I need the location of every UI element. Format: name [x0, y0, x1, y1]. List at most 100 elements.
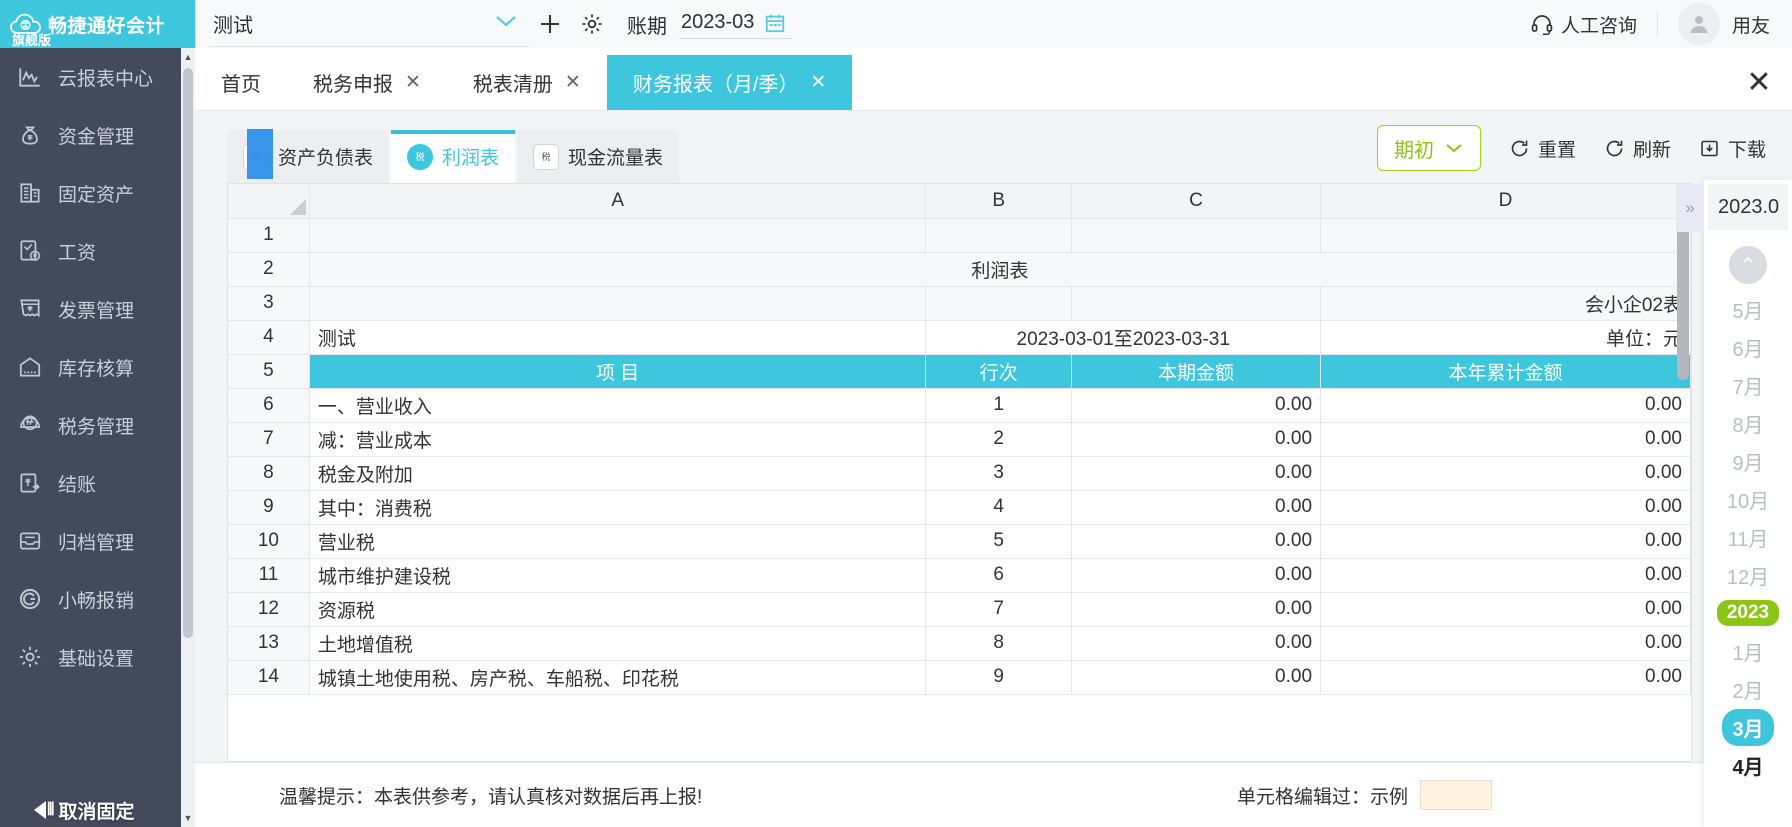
sidebar-item-9[interactable]: 小畅报销	[0, 570, 195, 628]
period-month-5[interactable]: 10月	[1704, 480, 1792, 518]
line-number-cell[interactable]: 2	[925, 422, 1072, 457]
calendar-icon[interactable]	[764, 12, 786, 34]
grid-row[interactable]: 3 会小企02表	[228, 286, 1691, 321]
grid-row[interactable]: 10 营业税 5 0.00 0.00	[228, 524, 1691, 559]
cell-b[interactable]	[925, 218, 1072, 253]
plus-icon[interactable]	[529, 3, 571, 45]
report-subtab-2[interactable]: 税现金流量表	[517, 130, 680, 183]
period-month-12[interactable]: 4月	[1704, 746, 1792, 784]
line-number-cell[interactable]: 9	[925, 660, 1072, 695]
line-number-cell[interactable]: 3	[925, 456, 1072, 491]
grid-row[interactable]: 14 城镇土地使用税、房产税、车船税、印花税 9 0.00 0.00	[228, 660, 1691, 695]
row-header[interactable]: 7	[228, 422, 310, 457]
row-header[interactable]: 3	[228, 286, 310, 321]
ytd-amount-cell[interactable]: 0.00	[1320, 456, 1691, 491]
period-dropdown-button[interactable]: 期初	[1376, 125, 1481, 171]
item-name-cell[interactable]: 土地增值税	[309, 626, 927, 661]
line-number-cell[interactable]: 4	[925, 490, 1072, 525]
grid-row[interactable]: 4 测试 2023-03-01至2023-03-31 单位：元	[228, 320, 1691, 355]
current-amount-cell[interactable]: 0.00	[1071, 592, 1322, 627]
sidebar-item-4[interactable]: 发票管理	[0, 280, 195, 338]
cell-b[interactable]	[925, 286, 1072, 321]
row-header[interactable]: 10	[228, 524, 310, 559]
current-amount-cell[interactable]: 0.00	[1071, 456, 1322, 491]
row-header[interactable]: 13	[228, 626, 310, 661]
tab-close-icon[interactable]: ✕	[405, 72, 421, 93]
period-control[interactable]: 账期 2023-03	[627, 9, 793, 39]
user-name[interactable]: 用友	[1731, 15, 1770, 37]
ytd-amount-cell[interactable]: 0.00	[1320, 558, 1691, 593]
ytd-amount-cell[interactable]: 0.00	[1320, 422, 1691, 457]
ytd-amount-cell[interactable]: 0.00	[1320, 388, 1691, 423]
sheet-vertical-scrollbar[interactable]	[1677, 220, 1689, 380]
grid-header-lineno[interactable]: 行次	[925, 354, 1072, 389]
line-number-cell[interactable]: 8	[925, 626, 1072, 661]
current-amount-cell[interactable]: 0.00	[1071, 660, 1322, 695]
cell-c[interactable]	[1071, 286, 1322, 321]
ytd-amount-cell[interactable]: 0.00	[1320, 626, 1691, 661]
period-month-6[interactable]: 11月	[1704, 518, 1792, 556]
cell-a[interactable]	[309, 218, 927, 253]
current-amount-cell[interactable]: 0.00	[1071, 422, 1322, 457]
grid-row[interactable]: 7 减：营业成本 2 0.00 0.00	[228, 422, 1691, 457]
tab-3[interactable]: 财务报表（月/季） ✕	[606, 55, 853, 110]
form-code-cell[interactable]: 会小企02表	[1320, 286, 1691, 321]
grid-row[interactable]: 2 利润表	[228, 252, 1691, 287]
item-name-cell[interactable]: 税金及附加	[309, 456, 927, 491]
column-header-c[interactable]: C	[1071, 184, 1322, 219]
ytd-amount-cell[interactable]: 0.00	[1320, 490, 1691, 525]
period-month-2[interactable]: 7月	[1704, 366, 1792, 404]
tab-close-icon[interactable]: ✕	[810, 72, 827, 93]
collapse-panel-button[interactable]: »	[1676, 184, 1704, 232]
line-number-cell[interactable]: 5	[925, 524, 1072, 559]
current-amount-cell[interactable]: 0.00	[1071, 524, 1322, 559]
grid-header-ytd[interactable]: 本年累计金额	[1320, 354, 1691, 389]
grid-row[interactable]: 6 一、营业收入 1 0.00 0.00	[228, 388, 1691, 423]
sidebar-item-6[interactable]: 税务管理	[0, 396, 195, 454]
cancel-fix-badge[interactable]: ⦀ 取消固定	[34, 793, 135, 827]
grid-corner[interactable]	[228, 184, 310, 219]
sidebar-item-10[interactable]: 基础设置	[0, 628, 195, 686]
grid-header-current[interactable]: 本期金额	[1071, 354, 1322, 389]
current-amount-cell[interactable]: 0.00	[1071, 626, 1322, 661]
row-header[interactable]: 8	[228, 456, 310, 491]
brand-logo[interactable]: 畅捷通好会计 旗舰版	[0, 0, 195, 48]
period-month-11[interactable]: 3月	[1704, 708, 1792, 746]
sidebar-scroll-down-icon[interactable]: ▼	[181, 809, 195, 827]
period-month-7[interactable]: 12月	[1704, 556, 1792, 594]
row-header[interactable]: 2	[228, 252, 310, 287]
ytd-amount-cell[interactable]: 0.00	[1320, 660, 1691, 695]
report-subtab-0[interactable]: 税资产负债表	[227, 130, 390, 183]
grid-row[interactable]: 13 土地增值税 8 0.00 0.00	[228, 626, 1691, 661]
period-month-3[interactable]: 8月	[1704, 404, 1792, 442]
sidebar-item-0[interactable]: 云报表中心	[0, 48, 195, 106]
sidebar-item-1[interactable]: 资金管理	[0, 106, 195, 164]
grid-row[interactable]: 9 其中：消费税 4 0.00 0.00	[228, 490, 1691, 525]
grid-header-item[interactable]: 项 目	[309, 354, 927, 389]
item-name-cell[interactable]: 城镇土地使用税、房产税、车船税、印花税	[309, 660, 927, 695]
period-month-9[interactable]: 1月	[1704, 632, 1792, 670]
chevron-down-icon[interactable]	[493, 13, 519, 34]
sidebar-item-3[interactable]: 工资	[0, 222, 195, 280]
row-header[interactable]: 14	[228, 660, 310, 695]
line-number-cell[interactable]: 7	[925, 592, 1072, 627]
period-month-8[interactable]: 2023	[1704, 594, 1792, 632]
cell-a[interactable]	[309, 286, 927, 321]
row-header[interactable]: 6	[228, 388, 310, 423]
sidebar-scroll-thumb[interactable]	[183, 68, 193, 638]
column-header-a[interactable]: A	[309, 184, 927, 219]
row-header[interactable]: 11	[228, 558, 310, 593]
period-month-1[interactable]: 6月	[1704, 328, 1792, 366]
tab-1[interactable]: 税务申报 ✕	[287, 55, 447, 110]
item-name-cell[interactable]: 减：营业成本	[309, 422, 927, 457]
current-amount-cell[interactable]: 0.00	[1071, 490, 1322, 525]
row-header[interactable]: 1	[228, 218, 310, 253]
grid-row[interactable]: 11 城市维护建设税 6 0.00 0.00	[228, 558, 1691, 593]
current-amount-cell[interactable]: 0.00	[1071, 388, 1322, 423]
grid-row[interactable]: 1	[228, 218, 1691, 253]
gear-icon[interactable]	[571, 3, 613, 45]
line-number-cell[interactable]: 1	[925, 388, 1072, 423]
refresh-button[interactable]: 刷新	[1604, 135, 1671, 162]
tab-close-icon[interactable]: ✕	[564, 72, 581, 93]
